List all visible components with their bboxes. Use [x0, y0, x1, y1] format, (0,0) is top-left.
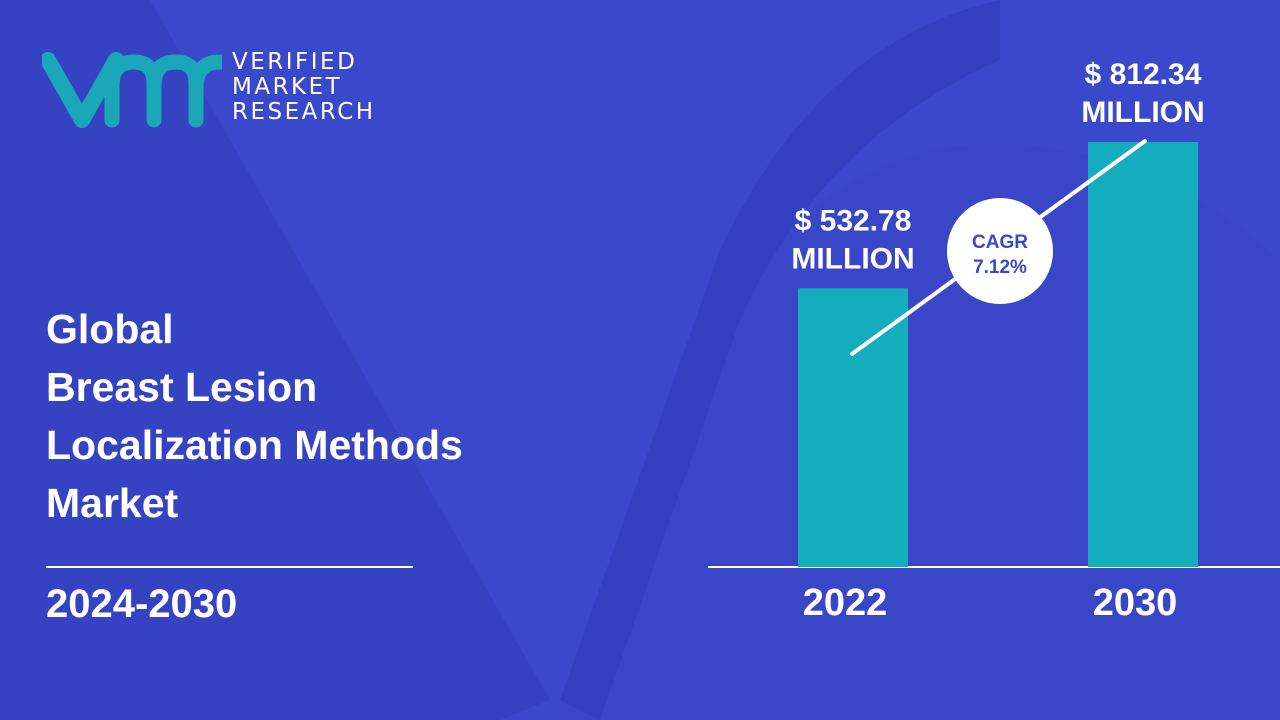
brand-line-3: RESEARCH [232, 99, 376, 125]
title-line-3: Localization Methods [46, 422, 463, 468]
value-label-2022-line-2: MILLION [791, 242, 914, 275]
title-divider [46, 566, 413, 568]
brand-line-1: VERIFIED [232, 49, 358, 75]
cagr-badge [947, 198, 1053, 304]
market-size-chart: $ 532.78 MILLION 2022 $ 812.34 MILLION 2030 C… [708, 58, 1280, 624]
report-title: Global Breast Lesion Localization Method… [46, 300, 463, 532]
value-label-2022-line-1: $ 532.78 [795, 204, 912, 237]
title-line-4: Market [46, 480, 179, 526]
bar-2022 [798, 288, 908, 567]
x-tick-label-2030: 2030 [1093, 582, 1178, 624]
cagr-label: CAGR [972, 232, 1028, 253]
forecast-period: 2024-2030 [46, 582, 238, 626]
value-label-2030-line-2: MILLION [1081, 96, 1204, 129]
cagr-value: 7.12% [973, 257, 1027, 278]
value-label-2030-line-1: $ 812.34 [1085, 58, 1202, 91]
brand-name: VERIFIED MARKET RESEARCH [232, 50, 376, 125]
brand-line-2: MARKET [232, 74, 343, 100]
vmr-logo-icon [42, 52, 222, 128]
bars-group [798, 142, 1198, 567]
title-line-1: Global [46, 306, 174, 352]
title-line-2: Breast Lesion [46, 364, 318, 410]
bar-2030 [1088, 142, 1198, 567]
labels-group: $ 532.78 MILLION 2022 $ 812.34 MILLION 2030 [791, 58, 1204, 624]
x-tick-label-2022: 2022 [803, 582, 888, 624]
